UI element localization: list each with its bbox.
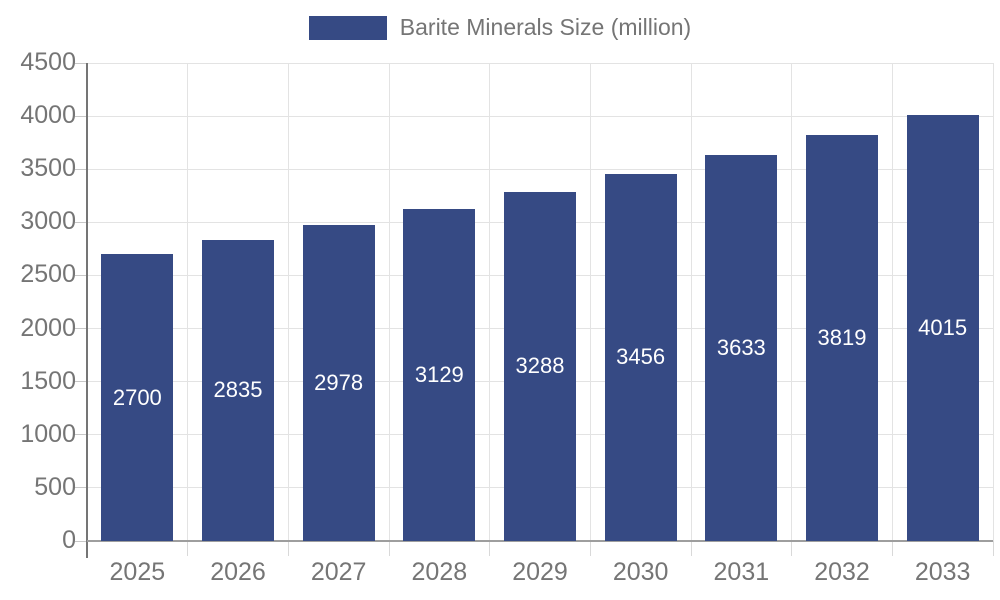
x-gridline (891, 63, 893, 541)
bar: 3288 (504, 191, 576, 541)
y-tick-mark (75, 381, 87, 383)
y-tick-label: 3000 (20, 207, 76, 236)
y-tick-mark (75, 434, 87, 436)
x-tick-mark (187, 541, 189, 556)
bar-value-label: 3129 (414, 361, 464, 387)
x-gridline (589, 63, 591, 541)
bar: 3456 (604, 173, 677, 541)
legend-item[interactable]: Barite Minerals Size (million) (308, 14, 692, 41)
y-tick-mark (75, 221, 87, 223)
legend: Barite Minerals Size (million) (0, 14, 1000, 41)
y-tick-label: 2000 (20, 313, 76, 342)
x-tick-label: 2032 (814, 558, 870, 586)
x-gridline (791, 63, 793, 541)
x-tick-mark (791, 541, 793, 556)
x-gridline (489, 63, 491, 541)
x-gridline (992, 63, 994, 541)
x-tick-label: 2030 (612, 558, 669, 586)
bar-value-label: 3456 (616, 344, 666, 370)
y-gridline (87, 62, 993, 64)
y-tick-label: 500 (34, 472, 76, 501)
x-tick-mark (589, 541, 591, 556)
bar: 2700 (101, 254, 174, 541)
x-tick-mark (891, 541, 893, 556)
bar-value-label: 3633 (716, 335, 766, 361)
bar: 3819 (806, 135, 878, 541)
x-tick-label: 2026 (210, 558, 266, 586)
bar-value-label: 2700 (112, 384, 162, 410)
x-tick-mark (287, 541, 289, 556)
y-gridline (87, 115, 993, 117)
y-tick-label: 4500 (20, 48, 76, 76)
bar: 3633 (705, 155, 778, 541)
x-tick-label: 2033 (914, 558, 971, 586)
x-gridline (690, 63, 692, 541)
y-tick-mark (75, 540, 87, 542)
y-tick-label: 1000 (20, 419, 76, 448)
bar: 2978 (302, 224, 375, 541)
bar: 2835 (202, 239, 274, 541)
y-tick-mark (75, 62, 87, 64)
x-tick-mark (690, 541, 692, 556)
x-tick-mark (489, 541, 491, 556)
y-tick-label: 1500 (20, 366, 76, 395)
bar-value-label: 2835 (213, 377, 263, 403)
x-tick-label: 2027 (310, 558, 367, 586)
x-axis-line (87, 540, 993, 542)
y-tick-mark (75, 168, 87, 170)
y-tick-label: 3500 (20, 154, 76, 183)
bar: 3129 (403, 208, 476, 541)
y-tick-mark (75, 115, 87, 117)
y-tick-label: 0 (62, 526, 76, 554)
x-gridline (287, 63, 289, 541)
y-tick-mark (75, 274, 87, 276)
x-gridline (187, 63, 189, 541)
bar: 4015 (906, 114, 979, 541)
legend-label: Barite Minerals Size (million) (399, 14, 692, 40)
x-gridline (388, 63, 390, 541)
bar-value-label: 2978 (314, 369, 364, 395)
legend-swatch-icon (308, 15, 387, 40)
y-tick-label: 2500 (20, 260, 76, 289)
x-tick-label: 2029 (512, 558, 568, 586)
bar-value-label: 3288 (515, 353, 565, 379)
x-tick-label: 2025 (109, 558, 166, 586)
y-tick-mark (75, 328, 87, 330)
bar-value-label: 4015 (918, 314, 968, 340)
x-tick-mark (388, 541, 390, 556)
x-tick-mark (992, 541, 994, 556)
y-gridline (87, 168, 993, 170)
bar-value-label: 3819 (817, 325, 867, 351)
y-tick-mark (75, 487, 87, 489)
x-tick-label: 2031 (713, 558, 770, 586)
x-tick-label: 2028 (411, 558, 468, 586)
y-axis-line (86, 63, 88, 558)
y-tick-label: 4000 (20, 101, 76, 130)
